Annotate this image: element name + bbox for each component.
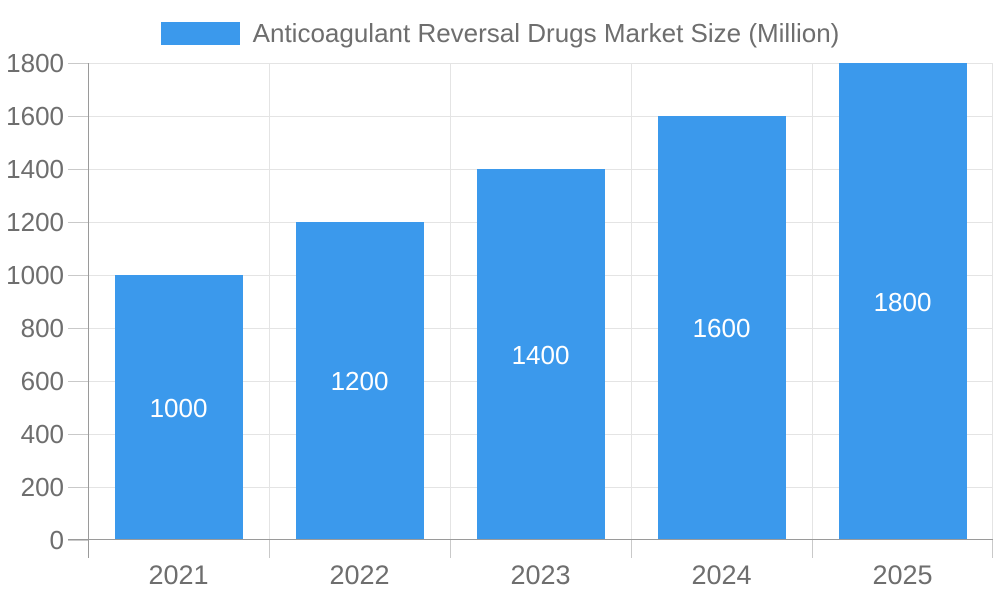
y-axis-tick-label: 800 — [20, 313, 64, 343]
y-axis-tick — [68, 116, 88, 117]
x-axis-category-label: 2024 — [691, 560, 752, 590]
legend-swatch-icon — [160, 21, 240, 45]
y-axis-line — [88, 63, 89, 558]
gridline-vertical — [992, 63, 993, 540]
y-axis-tick-label: 1800 — [6, 48, 64, 78]
y-axis-tick-label: 0 — [49, 525, 64, 555]
x-axis-category-label: 2021 — [148, 560, 209, 590]
plot-area: 0 200 400 600 800 1000 1200 1400 1600 1800 1000 202… — [6, 50, 993, 589]
y-axis-tick — [68, 222, 88, 223]
x-axis-category-label: 2025 — [872, 560, 933, 590]
legend-label: Anticoagulant Reversal Drugs Market Size… — [252, 18, 840, 48]
gridline-vertical — [450, 63, 451, 540]
y-axis-tick-label: 200 — [20, 472, 64, 502]
y-axis-tick-label: 1000 — [6, 260, 64, 290]
y-axis-tick — [68, 169, 88, 170]
gridline-vertical — [631, 63, 632, 540]
y-axis-tick-label: 1200 — [6, 207, 64, 237]
y-axis-tick-label: 600 — [20, 366, 64, 396]
x-axis-category-label: 2023 — [510, 560, 571, 590]
x-axis-tick — [812, 540, 813, 558]
bar-2022[interactable] — [295, 222, 424, 540]
bar-2025[interactable] — [838, 63, 967, 540]
x-axis-tick — [631, 540, 632, 558]
bar-2021[interactable] — [114, 275, 243, 540]
y-axis-tick — [68, 381, 88, 382]
legend[interactable]: Anticoagulant Reversal Drugs Market Size… — [0, 20, 1000, 46]
x-axis-tick — [450, 540, 451, 558]
y-axis-tick — [68, 63, 88, 64]
x-axis-tick — [269, 540, 270, 558]
gridline-vertical — [269, 63, 270, 540]
y-axis-tick — [68, 328, 88, 329]
y-axis-tick — [68, 540, 88, 541]
y-axis-tick — [68, 434, 88, 435]
y-axis-tick — [68, 487, 88, 488]
y-axis-tick-label: 1600 — [6, 101, 64, 131]
bar-2023[interactable] — [476, 169, 605, 540]
gridline-vertical — [812, 63, 813, 540]
gridline-horizontal — [88, 63, 993, 64]
x-axis-category-label: 2022 — [329, 560, 390, 590]
y-axis-tick-label: 1400 — [6, 154, 64, 184]
bar-2024[interactable] — [657, 116, 786, 540]
x-axis-line — [68, 539, 993, 540]
y-axis-tick-label: 400 — [20, 419, 64, 449]
x-axis-tick — [992, 540, 993, 558]
y-axis-tick — [68, 275, 88, 276]
gridline-horizontal — [88, 116, 993, 117]
